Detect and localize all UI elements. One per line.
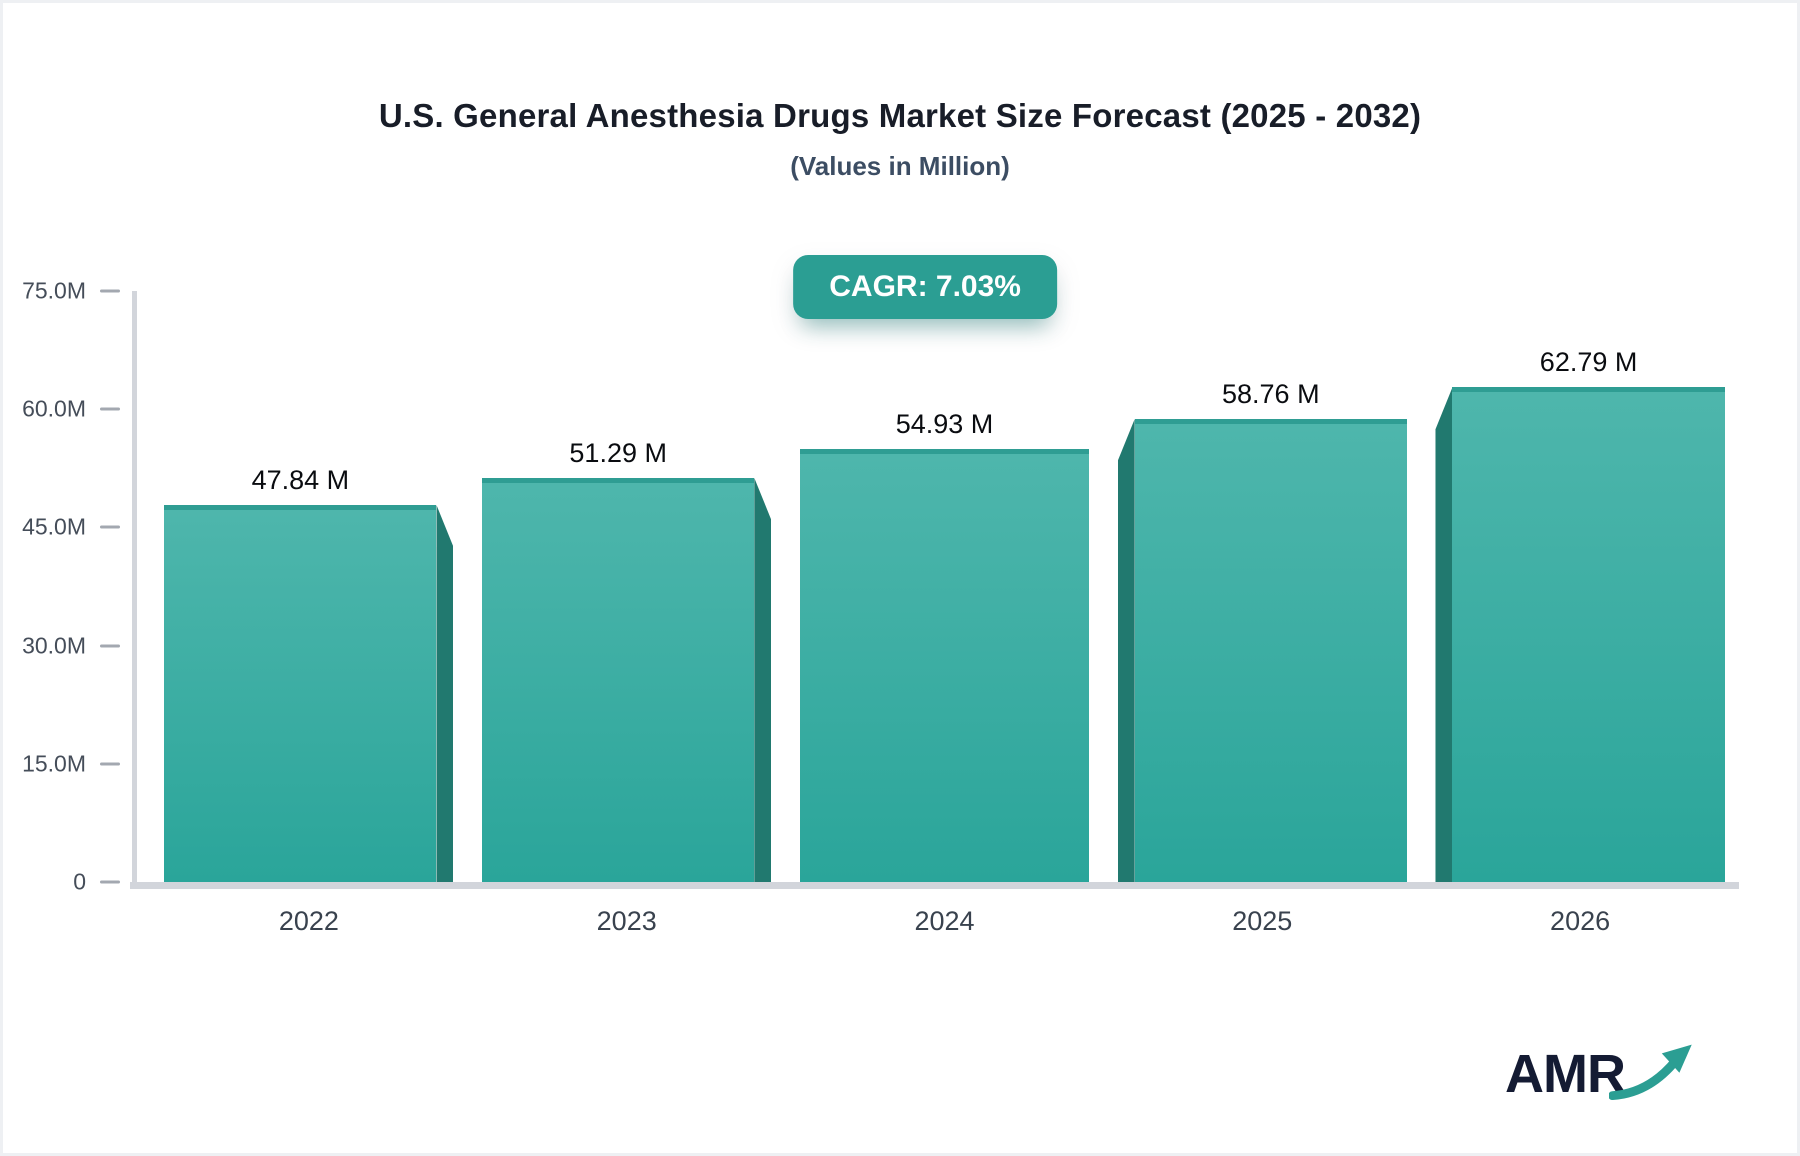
bar-value-label-2024: 54.93 M [895,409,994,440]
bar-side-face-2023 [754,477,772,882]
bar-side-face-2026 [1435,387,1453,882]
y-tick-45.0M: 45.0M [22,514,136,541]
cagr-badge: CAGR: 7.03% [793,255,1057,319]
bar-slot-2026: 62.79 M 2026 [1421,291,1739,936]
chart-subtitle: (Values in Million) [790,151,1010,181]
y-tick-label: 45.0M [22,513,86,540]
bar-face-2024: 54.93 M [799,409,1090,882]
bar-2025: 58.76 M [1117,379,1407,882]
bar-slot-2024: 54.93 M 2024 [786,291,1104,936]
y-tick-label: 0 [73,868,86,895]
y-axis-ticks: 0 15.0M 30.0M 45.0M 60.0M 75.0M [22,278,1739,895]
bar-value-label-2023: 51.29 M [569,437,667,468]
y-tick-15.0M: 15.0M [22,750,136,777]
x-axis-label-2023: 2023 [596,906,657,936]
chart-title: U.S. General Anesthesia Drugs Market Siz… [378,97,1422,134]
x-axis-line [130,882,1739,889]
bar-face-2025: 58.76 M [1134,379,1407,882]
bar-value-label-2022: 47.84 M [251,465,350,496]
y-tick-mark [100,644,120,648]
trend-up-arrow-icon [1608,1038,1697,1109]
bar-2022: 47.84 M [164,465,454,882]
bar-face-2026: 62.79 M [1452,347,1725,882]
x-axis-label-2024: 2024 [914,906,975,936]
amr-logo: AMR [1505,1038,1697,1101]
bar-value-label-2025: 58.76 M [1222,378,1320,409]
bar-slot-2022: 47.84 M 2022 [150,291,468,936]
y-tick-mark [100,407,120,411]
bar-2024: 54.93 M [799,409,1090,882]
y-tick-75.0M: 75.0M [22,278,136,305]
x-axis-label-2022: 2022 [278,906,339,936]
bar-2023: 51.29 M [482,438,772,882]
y-tick-mark [100,525,120,529]
amr-logo-text: AMR [1505,1044,1626,1104]
y-tick-mark [100,880,120,884]
bar-side-face-2025 [1117,418,1135,882]
y-tick-mark [100,762,120,766]
chart-card: U.S. General Anesthesia Drugs Market Siz… [3,3,1797,1153]
bar-side-face-2022 [436,505,454,882]
bar-chart-plot-area: 0 15.0M 30.0M 45.0M 60.0M 75.0M 47.84 M 2022 51… [22,278,1739,936]
y-axis-line [132,291,137,882]
y-tick-label: 15.0M [22,750,86,777]
bar-value-label-2026: 62.79 M [1539,347,1638,378]
bar-2026: 62.79 M [1435,347,1725,882]
y-tick-60.0M: 60.0M [22,396,136,423]
y-tick-30.0M: 30.0M [22,632,136,659]
bar-face-2022: 47.84 M [164,465,437,882]
y-tick-label: 75.0M [22,277,86,304]
x-axis-label-2025: 2025 [1232,906,1293,936]
bar-series: 47.84 M 2022 51.29 M 2023 54.93 M 2024 58.76 M… [150,291,1739,936]
bar-slot-2023: 51.29 M 2023 [468,291,786,936]
y-tick-0: 0 [73,869,136,896]
x-axis-label-2026: 2026 [1550,906,1611,936]
y-tick-label: 60.0M [22,395,86,422]
bar-slot-2025: 58.76 M 2025 [1103,291,1421,936]
y-tick-label: 30.0M [22,632,86,659]
y-tick-mark [100,289,120,293]
bar-face-2023: 51.29 M [482,438,755,882]
